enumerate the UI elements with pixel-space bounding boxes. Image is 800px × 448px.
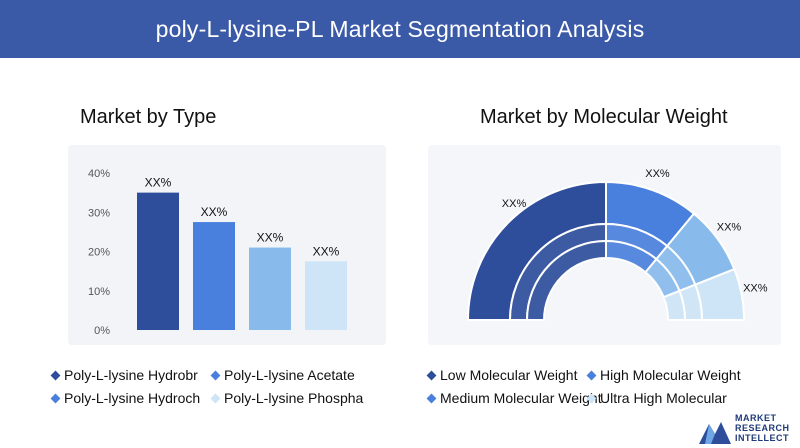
legend-label: High Molecular Weight [600,367,741,383]
legend-item-type-2: Poly-L-lysine Acetate [210,367,355,383]
legend-marker-icon [210,370,221,380]
logo-line-1: MARKET [735,413,777,423]
bar [249,247,291,330]
y-tick-label: 0% [94,325,110,337]
bar [193,222,235,330]
logo-text: MARKET RESEARCH INTELLECT [735,413,790,443]
logo-line-3: INTELLECT [735,433,789,443]
bar [305,261,347,330]
donut-chart-panel: XX% XX% XX% XX% [428,145,781,345]
header-bar: poly-L-lysine-PL Market Segmentation Ana… [0,0,800,58]
legend-label: Ultra High Molecular [600,390,727,406]
legend-label: Medium Molecular Weight [440,390,602,406]
legend-item-type-1: Poly-L-lysine Hydrobr [50,367,198,383]
legend-label: Poly-L-lysine Hydroch [64,390,201,406]
legend-marker-icon [586,370,597,380]
legend-label: Poly-L-lysine Phospha [224,390,364,406]
slice-data-label: XX% [717,222,742,234]
legend-marker-icon [50,393,61,403]
legend-label: Poly-L-lysine Hydrobr [64,367,198,383]
page-title: poly-L-lysine-PL Market Segmentation Ana… [155,15,645,42]
legend-label: Low Molecular Weight [440,367,578,383]
legend-label: Poly-L-lysine Acetate [224,367,355,383]
legend-item-type-3: Poly-L-lysine Hydroch [50,390,201,406]
donut-slice [662,289,687,321]
slice-data-label: XX% [743,283,768,295]
legend-item-weight-4: Ultra High Molecular [586,390,727,406]
bar-data-label: XX% [257,231,284,245]
legend-marker-icon [426,370,437,380]
semi-donut-chart: XX% XX% XX% XX% [466,168,768,321]
bar-chart-title: Market by Type [80,106,217,128]
legend-marker-icon [210,393,221,403]
slice-data-label: XX% [645,168,670,180]
slice-data-label: XX% [502,198,527,210]
legend-marker-icon [586,393,597,403]
legend-item-type-4: Poly-L-lysine Phospha [210,390,364,406]
bar [137,192,179,330]
legend-item-weight-2: High Molecular Weight [586,367,741,383]
legend-marker-icon [426,393,437,403]
bar-chart: 0% 10% 20% 30% 40% XX% XX% XX% XX% [88,168,347,337]
legend-item-weight-1: Low Molecular Weight [426,367,578,383]
donut-chart-title: Market by Molecular Weight [480,106,728,128]
market-research-intellect-logo-icon [699,422,731,444]
bar-chart-panel: 0% 10% 20% 30% 40% XX% XX% XX% XX% [68,145,386,345]
legend-item-weight-3: Medium Molecular Weight [426,390,602,406]
y-tick-label: 10% [88,286,110,298]
legend-marker-icon [50,370,61,380]
y-tick-label: 40% [88,168,110,180]
bar-data-label: XX% [145,176,172,190]
y-tick-label: 30% [88,207,110,219]
y-tick-label: 20% [88,247,110,259]
bar-data-label: XX% [201,205,228,219]
bar-data-label: XX% [313,244,340,258]
logo-line-2: RESEARCH [735,423,790,433]
